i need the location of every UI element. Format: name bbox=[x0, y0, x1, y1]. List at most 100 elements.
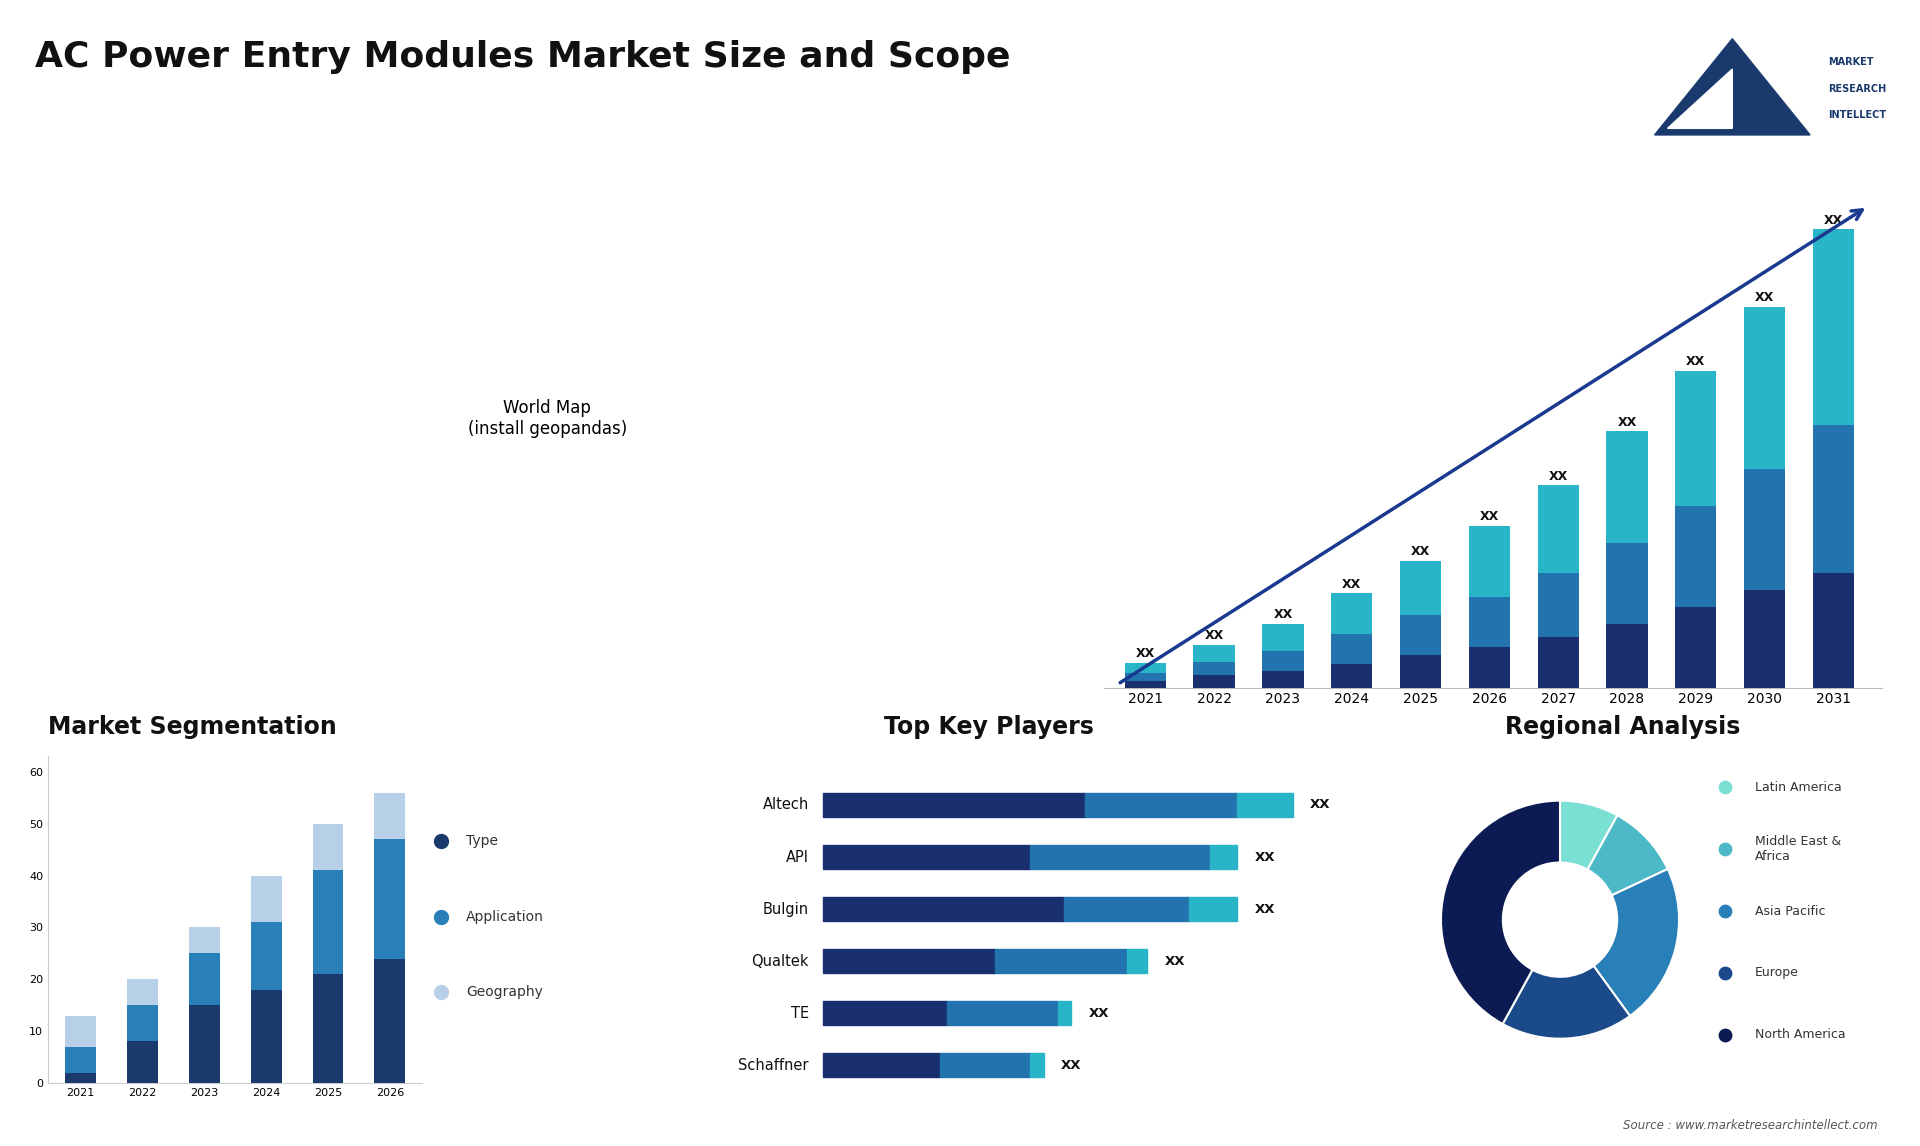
Bar bbox=[65, 1015, 96, 1046]
FancyBboxPatch shape bbox=[947, 1000, 1058, 1026]
Bar bbox=[1331, 664, 1373, 688]
Point bbox=[1891, 58, 1920, 77]
Text: Geography: Geography bbox=[467, 986, 543, 999]
Point bbox=[1891, 621, 1920, 639]
FancyBboxPatch shape bbox=[941, 1053, 1029, 1077]
Text: XX: XX bbox=[1254, 903, 1275, 916]
Bar bbox=[188, 953, 219, 1005]
Text: Qualtek: Qualtek bbox=[751, 953, 808, 968]
Text: INTELLECT: INTELLECT bbox=[1828, 110, 1885, 120]
Bar bbox=[252, 923, 282, 990]
Text: XX: XX bbox=[1165, 955, 1185, 967]
Bar bbox=[1125, 681, 1165, 688]
Bar bbox=[1674, 505, 1716, 606]
Text: XX: XX bbox=[1824, 213, 1843, 227]
FancyBboxPatch shape bbox=[822, 949, 995, 973]
FancyBboxPatch shape bbox=[1127, 949, 1148, 973]
Text: Europe: Europe bbox=[1755, 966, 1799, 980]
Bar bbox=[1812, 229, 1855, 425]
Text: Type: Type bbox=[467, 834, 499, 848]
FancyBboxPatch shape bbox=[822, 793, 1085, 817]
Text: XX: XX bbox=[1617, 416, 1636, 429]
Text: XX: XX bbox=[1342, 578, 1361, 590]
Bar bbox=[1743, 469, 1786, 590]
Text: XX: XX bbox=[1254, 850, 1275, 863]
Bar bbox=[65, 1073, 96, 1083]
Bar bbox=[313, 871, 344, 974]
FancyBboxPatch shape bbox=[1064, 897, 1188, 921]
Bar bbox=[1261, 623, 1304, 651]
Text: XX: XX bbox=[1755, 291, 1774, 304]
Text: Bulgin: Bulgin bbox=[762, 902, 808, 917]
Bar bbox=[1469, 597, 1509, 647]
Text: Application: Application bbox=[467, 910, 543, 924]
FancyBboxPatch shape bbox=[1029, 1053, 1044, 1077]
Bar bbox=[1743, 590, 1786, 688]
Wedge shape bbox=[1588, 815, 1668, 895]
Bar bbox=[374, 839, 405, 958]
Wedge shape bbox=[1442, 801, 1561, 1025]
Point bbox=[636, 449, 666, 468]
Bar bbox=[1607, 623, 1647, 688]
Text: AC Power Entry Modules Market Size and Scope: AC Power Entry Modules Market Size and S… bbox=[35, 40, 1010, 74]
Bar bbox=[127, 980, 157, 1005]
Bar bbox=[1261, 651, 1304, 670]
Text: XX: XX bbox=[1089, 1006, 1110, 1020]
FancyBboxPatch shape bbox=[822, 897, 1064, 921]
FancyBboxPatch shape bbox=[822, 1000, 947, 1026]
FancyBboxPatch shape bbox=[1188, 897, 1236, 921]
Bar bbox=[1674, 371, 1716, 505]
Text: World Map
(install geopandas): World Map (install geopandas) bbox=[468, 399, 626, 438]
Bar bbox=[1674, 606, 1716, 688]
Text: RESEARCH: RESEARCH bbox=[1828, 84, 1887, 94]
Text: XX: XX bbox=[1135, 647, 1156, 660]
Bar bbox=[374, 793, 405, 839]
Wedge shape bbox=[1503, 966, 1630, 1038]
Bar bbox=[1125, 662, 1165, 673]
Text: Middle East &
Africa: Middle East & Africa bbox=[1755, 835, 1841, 863]
Text: Asia Pacific: Asia Pacific bbox=[1755, 904, 1826, 918]
Bar bbox=[1538, 573, 1578, 637]
Bar bbox=[252, 990, 282, 1083]
Bar bbox=[313, 824, 344, 871]
Bar bbox=[1261, 670, 1304, 688]
Bar bbox=[65, 1046, 96, 1073]
Bar bbox=[1194, 662, 1235, 675]
Polygon shape bbox=[1655, 39, 1811, 135]
FancyBboxPatch shape bbox=[1210, 845, 1236, 869]
Bar bbox=[188, 1005, 219, 1083]
Text: Source : www.marketresearchintellect.com: Source : www.marketresearchintellect.com bbox=[1622, 1120, 1878, 1132]
Bar bbox=[1194, 675, 1235, 688]
FancyBboxPatch shape bbox=[995, 949, 1127, 973]
Text: XX: XX bbox=[1549, 470, 1569, 482]
Text: API: API bbox=[785, 849, 808, 864]
Text: M: M bbox=[1647, 77, 1678, 105]
FancyBboxPatch shape bbox=[822, 1053, 941, 1077]
Text: Altech: Altech bbox=[762, 798, 808, 813]
Bar bbox=[313, 974, 344, 1083]
Bar bbox=[1607, 543, 1647, 623]
Text: XX: XX bbox=[1686, 355, 1705, 368]
Text: Market Segmentation: Market Segmentation bbox=[48, 715, 336, 739]
Text: XX: XX bbox=[1204, 629, 1223, 643]
Bar bbox=[1812, 425, 1855, 573]
Text: XX: XX bbox=[1411, 545, 1430, 558]
Text: XX: XX bbox=[1273, 607, 1292, 621]
Bar bbox=[1194, 645, 1235, 662]
Bar bbox=[374, 958, 405, 1083]
Bar bbox=[252, 876, 282, 923]
Text: TE: TE bbox=[791, 1005, 808, 1021]
Text: MARKET: MARKET bbox=[1828, 57, 1874, 68]
Bar bbox=[1331, 634, 1373, 664]
Text: XX: XX bbox=[1309, 799, 1331, 811]
Bar bbox=[1538, 637, 1578, 688]
FancyBboxPatch shape bbox=[822, 845, 1029, 869]
Bar bbox=[1607, 431, 1647, 543]
Bar bbox=[1400, 614, 1442, 656]
FancyBboxPatch shape bbox=[1236, 793, 1292, 817]
Bar bbox=[1400, 560, 1442, 614]
Bar bbox=[127, 1042, 157, 1083]
Bar bbox=[1331, 594, 1373, 634]
Text: North America: North America bbox=[1755, 1028, 1845, 1042]
Wedge shape bbox=[1594, 869, 1678, 1017]
